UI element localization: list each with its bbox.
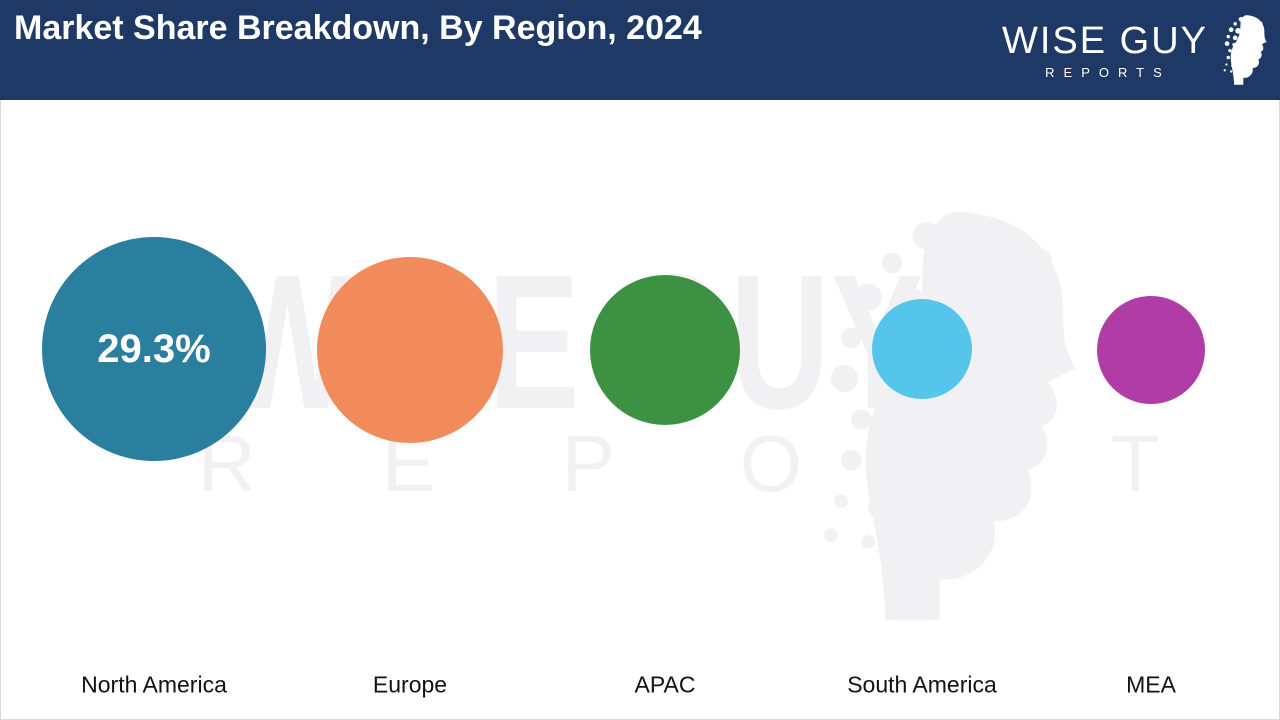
page-title: Market Share Breakdown, By Region, 2024 [14, 9, 702, 47]
brand-head-icon [1223, 15, 1267, 85]
brand-logo: WISE GUY REPORTS [1002, 6, 1270, 94]
bubble-value-north-america: 29.3% [97, 326, 211, 371]
bubble-label-north-america: North America [81, 671, 227, 698]
bubble-label-south-america: South America [847, 671, 997, 698]
brand-name: WISE GUY [1001, 20, 1208, 63]
bubble-label-mea: MEA [1126, 671, 1176, 698]
bubble-label-apac: APAC [634, 671, 696, 698]
bubble-apac [590, 275, 740, 425]
bubble-mea [1097, 296, 1205, 404]
brand-logo-text: WISE GUY REPORTS [1002, 20, 1208, 80]
brand-tagline: REPORTS [1045, 64, 1171, 80]
bubble-label-europe: Europe [372, 671, 448, 698]
header: Market Share Breakdown, By Region, 2024 … [0, 0, 1280, 100]
bubble-europe [317, 257, 503, 443]
bubble-north-america: 29.3% [42, 237, 266, 461]
bubble-south-america [872, 299, 972, 399]
